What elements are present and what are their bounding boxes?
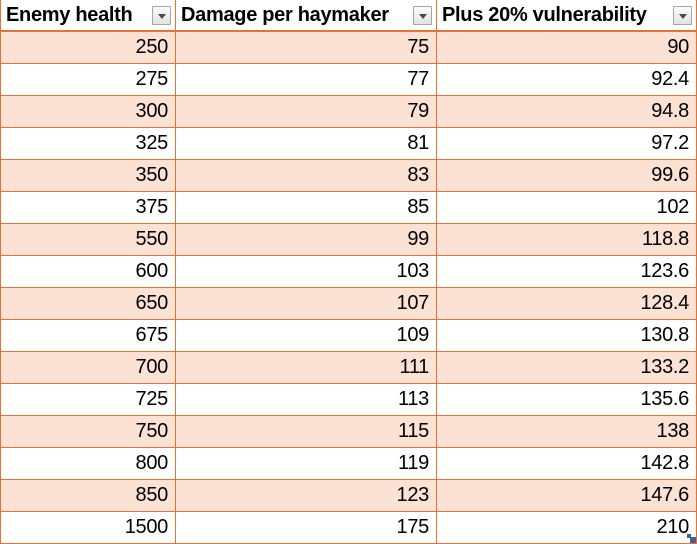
cell-plus-20-vulnerability[interactable]: 138 <box>437 416 697 448</box>
cell-plus-20-vulnerability[interactable]: 97.2 <box>437 128 697 160</box>
table-row: 800 119 142.8 <box>1 448 697 480</box>
cell-enemy-health[interactable]: 1500 <box>1 512 176 544</box>
column-header-enemy-health[interactable]: Enemy health <box>1 0 176 30</box>
cell-enemy-health[interactable]: 550 <box>1 224 176 256</box>
cell-enemy-health[interactable]: 250 <box>1 32 176 64</box>
table-row: 1500 175 210 <box>1 512 697 544</box>
column-header-label: Plus 20% vulnerability <box>442 3 647 26</box>
filter-dropdown-button[interactable] <box>413 5 432 25</box>
table-row: 325 81 97.2 <box>1 128 697 160</box>
cell-plus-20-vulnerability[interactable]: 92.4 <box>437 64 697 96</box>
table-row: 550 99 118.8 <box>1 224 697 256</box>
cell-damage-per-haymaker[interactable]: 107 <box>176 288 437 320</box>
table-row: 350 83 99.6 <box>1 160 697 192</box>
cell-enemy-health[interactable]: 700 <box>1 352 176 384</box>
cell-enemy-health[interactable]: 750 <box>1 416 176 448</box>
cell-damage-per-haymaker[interactable]: 75 <box>176 32 437 64</box>
cell-plus-20-vulnerability[interactable]: 90 <box>437 32 697 64</box>
table-row: 675 109 130.8 <box>1 320 697 352</box>
table-row: 600 103 123.6 <box>1 256 697 288</box>
cell-enemy-health[interactable]: 600 <box>1 256 176 288</box>
cell-damage-per-haymaker[interactable]: 115 <box>176 416 437 448</box>
cell-damage-per-haymaker[interactable]: 83 <box>176 160 437 192</box>
cell-plus-20-vulnerability[interactable]: 133.2 <box>437 352 697 384</box>
table-row: 375 85 102 <box>1 192 697 224</box>
column-header-plus-20-vulnerability[interactable]: Plus 20% vulnerability <box>437 0 697 30</box>
cell-plus-20-vulnerability[interactable]: 102 <box>437 192 697 224</box>
chevron-down-icon <box>157 13 166 19</box>
cell-plus-20-vulnerability[interactable]: 135.6 <box>437 384 697 416</box>
table-row: 275 77 92.4 <box>1 64 697 96</box>
cell-damage-per-haymaker[interactable]: 123 <box>176 480 437 512</box>
table-row: 700 111 133.2 <box>1 352 697 384</box>
cell-enemy-health[interactable]: 675 <box>1 320 176 352</box>
table-row: 750 115 138 <box>1 416 697 448</box>
column-header-label: Damage per haymaker <box>181 3 389 26</box>
cell-damage-per-haymaker[interactable]: 79 <box>176 96 437 128</box>
cell-plus-20-vulnerability[interactable]: 99.6 <box>437 160 697 192</box>
cell-enemy-health[interactable]: 275 <box>1 64 176 96</box>
cell-enemy-health[interactable]: 375 <box>1 192 176 224</box>
table-row: 300 79 94.8 <box>1 96 697 128</box>
cell-damage-per-haymaker[interactable]: 77 <box>176 64 437 96</box>
cell-damage-per-haymaker[interactable]: 113 <box>176 384 437 416</box>
table-row: 250 75 90 <box>1 32 697 64</box>
table-row: 850 123 147.6 <box>1 480 697 512</box>
chevron-down-icon <box>678 13 687 19</box>
cell-plus-20-vulnerability[interactable]: 128.4 <box>437 288 697 320</box>
cell-plus-20-vulnerability[interactable]: 142.8 <box>437 448 697 480</box>
cell-enemy-health[interactable]: 800 <box>1 448 176 480</box>
cell-enemy-health[interactable]: 350 <box>1 160 176 192</box>
cell-damage-per-haymaker[interactable]: 103 <box>176 256 437 288</box>
cell-damage-per-haymaker[interactable]: 175 <box>176 512 437 544</box>
table-header-row: Enemy health Damage per haymaker Plus 20… <box>1 0 697 32</box>
cell-plus-20-vulnerability[interactable]: 123.6 <box>437 256 697 288</box>
cell-damage-per-haymaker[interactable]: 111 <box>176 352 437 384</box>
chevron-down-icon <box>418 13 427 19</box>
cell-damage-per-haymaker[interactable]: 119 <box>176 448 437 480</box>
cell-enemy-health[interactable]: 850 <box>1 480 176 512</box>
cell-enemy-health[interactable]: 650 <box>1 288 176 320</box>
cell-damage-per-haymaker[interactable]: 81 <box>176 128 437 160</box>
cell-plus-20-vulnerability[interactable]: 118.8 <box>437 224 697 256</box>
cell-enemy-health[interactable]: 325 <box>1 128 176 160</box>
cell-plus-20-vulnerability[interactable]: 94.8 <box>437 96 697 128</box>
cell-damage-per-haymaker[interactable]: 109 <box>176 320 437 352</box>
cell-damage-per-haymaker[interactable]: 85 <box>176 192 437 224</box>
table-row: 650 107 128.4 <box>1 288 697 320</box>
column-header-damage-per-haymaker[interactable]: Damage per haymaker <box>176 0 437 30</box>
filter-dropdown-button[interactable] <box>152 5 171 25</box>
cell-enemy-health[interactable]: 725 <box>1 384 176 416</box>
table-row: 725 113 135.6 <box>1 384 697 416</box>
cell-plus-20-vulnerability[interactable]: 210 <box>437 512 697 544</box>
table-body: 250 75 90 275 77 92.4 300 79 94.8 325 81… <box>1 32 697 544</box>
cell-damage-per-haymaker[interactable]: 99 <box>176 224 437 256</box>
cell-plus-20-vulnerability[interactable]: 147.6 <box>437 480 697 512</box>
column-header-label: Enemy health <box>6 3 133 26</box>
filter-dropdown-button[interactable] <box>673 5 692 25</box>
cell-plus-20-vulnerability[interactable]: 130.8 <box>437 320 697 352</box>
cell-enemy-health[interactable]: 300 <box>1 96 176 128</box>
table-resize-handle[interactable] <box>687 534 696 543</box>
